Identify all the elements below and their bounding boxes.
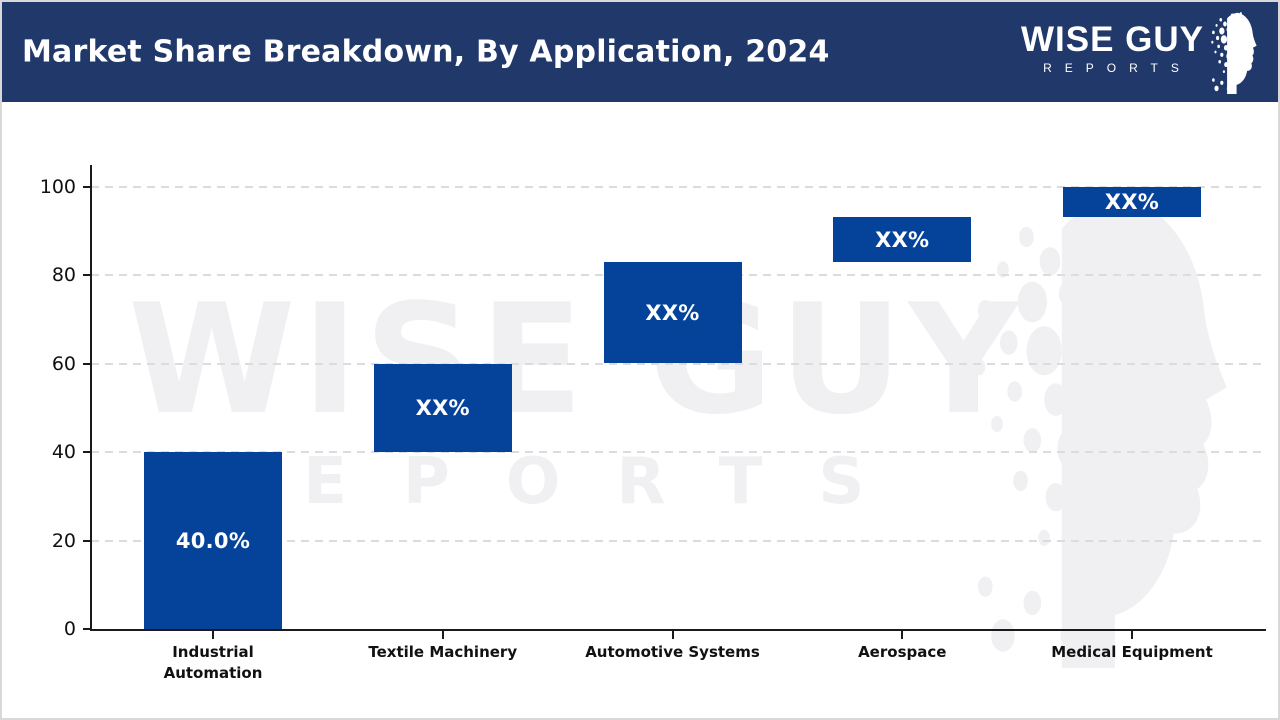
y-tick-0 [83,628,91,630]
x-tick-label-aerospace: Aerospace [858,643,947,661]
gridline-20 [91,539,1266,542]
y-tick-20 [83,539,91,542]
y-tick-label-100: 100 [39,175,76,198]
bar-textile-machinery: XX% [373,363,512,452]
x-tick-label-medical-equipment: Medical Equipment [1051,643,1213,661]
x-tick-industrial-automation [212,631,214,639]
x-tick-aerospace [901,631,904,639]
bar-value-label: XX% [875,227,930,252]
x-axis [90,629,1266,631]
bar-value-label: XX% [645,300,700,325]
bar-value-label: 40.0% [175,528,251,553]
watermark-brand-text: WISE GUY [128,271,1025,448]
wiseguy-logo: WISE GUY REPORTS [1021,6,1266,98]
logo-tagline-text: REPORTS [1043,61,1192,75]
y-tick-label-80: 80 [51,264,76,286]
x-tick-automotive-systems [671,631,674,639]
y-tick-label-60: 60 [51,352,76,375]
y-tick-40 [83,451,91,453]
x-tick-label-textile-machinery: Textile Machinery [368,643,518,661]
bar-automotive-systems: XX% [603,261,742,364]
y-tick-label-0: 0 [63,618,76,640]
logo-brand-text: WISE GUY [1020,20,1204,59]
gridline-100 [91,185,1266,188]
y-tick-80 [83,274,91,276]
bar-aerospace: XX% [833,217,972,262]
x-tick-label-industrial-automation: Industrial Automation [163,643,263,682]
bar-medical-equipment: XX% [1063,186,1201,218]
gridline-40 [91,451,1266,453]
x-tick-label-automotive-systems: Automotive Systems [585,643,760,661]
bar-value-label: XX% [1104,189,1160,214]
bar-value-label: XX% [415,395,470,420]
y-tick-label-40: 40 [51,441,76,463]
x-tick-textile-machinery [441,631,444,639]
y-tick-label-20: 20 [51,529,76,552]
y-tick-100 [83,185,91,188]
wiseguy-head-icon [1211,12,1257,94]
gridline-60 [91,362,1266,365]
x-tick-medical-equipment [1131,631,1133,639]
y-tick-60 [83,362,91,365]
watermark-tagline-text: REPORTS [198,445,921,519]
page-title: Market Share Breakdown, By Application, … [22,34,830,70]
header-bar: Market Share Breakdown, By Application, … [2,2,1278,102]
wiseguy-logo-text: WISE GUY REPORTS [1021,22,1204,75]
bar-industrial-automation: 40.0% [144,452,282,629]
y-axis [90,165,92,631]
